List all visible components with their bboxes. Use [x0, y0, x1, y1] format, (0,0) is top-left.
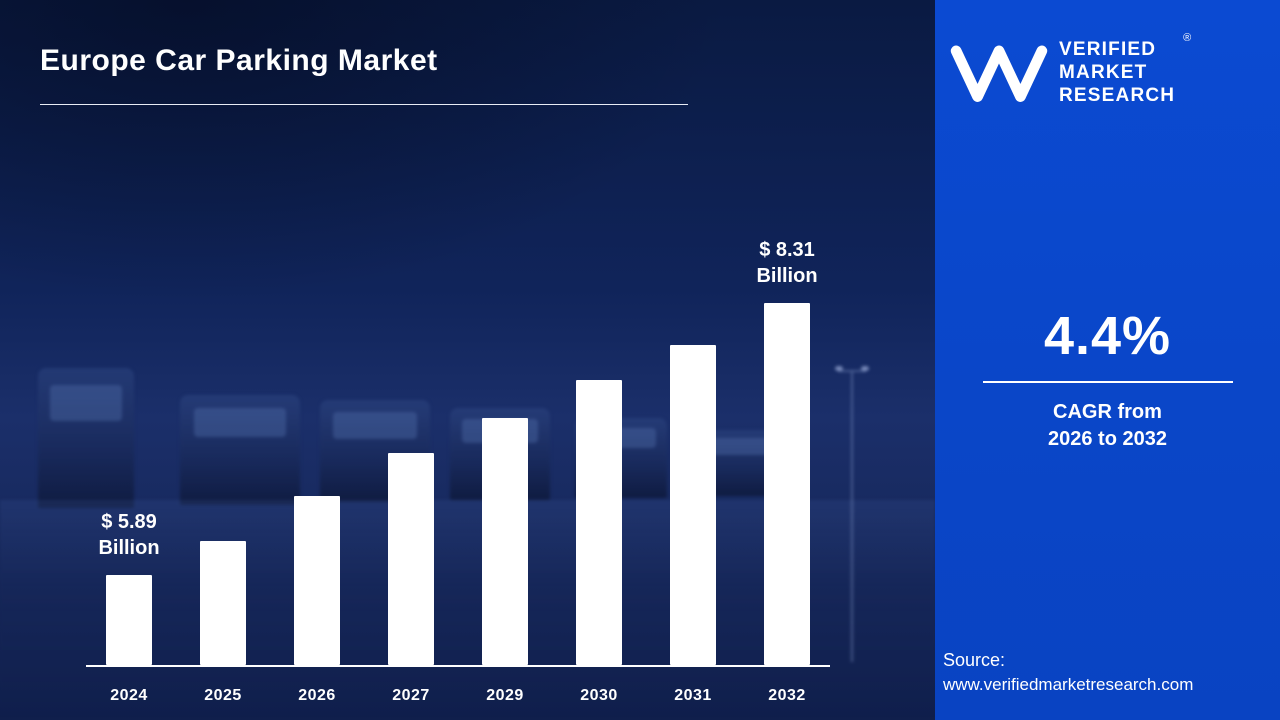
source-block: Source: www.verifiedmarketresearch.com: [943, 647, 1193, 698]
street-lamp: [861, 366, 869, 371]
brand-line-2: MARKET: [1059, 62, 1148, 84]
brand-name: ® VERIFIED MARKET RESEARCH: [1059, 32, 1191, 108]
value-label: $ 5.89 Billion: [98, 511, 160, 559]
bar-group: $ 8.31 Billion 2032: [740, 230, 834, 704]
bar-chart: $ 5.89 Billion 2024 2025 2026 2027 2029 2030 20…: [82, 230, 834, 704]
registered-mark: ®: [1183, 32, 1192, 44]
brand-logo: ® VERIFIED MARKET RESEARCH: [949, 32, 1191, 108]
bar-group: 2026: [270, 230, 364, 704]
x-axis-label: 2029: [486, 687, 524, 704]
bar-group: 2030: [552, 230, 646, 704]
x-axis-label: 2024: [110, 687, 148, 704]
x-axis-label: 2032: [768, 687, 806, 704]
bar-group: $ 5.89 Billion 2024: [82, 230, 176, 704]
cagr-caption: CAGR from 2026 to 2032: [1048, 401, 1167, 450]
bar-2027: [388, 453, 434, 665]
chart-section: Europe Car Parking Market $ 5.89 Billion…: [0, 0, 935, 720]
bar-2031: [670, 345, 716, 665]
source-label: Source:: [943, 650, 1006, 671]
bar-2030: [576, 380, 622, 665]
street-light-silhouette: [851, 372, 853, 662]
x-axis-label: 2030: [580, 687, 618, 704]
cagr-value: 4.4%: [1043, 306, 1172, 366]
street-light-arm: [838, 370, 866, 372]
street-lamp: [835, 366, 843, 371]
x-axis-label: 2027: [392, 687, 430, 704]
bar-group: 2027: [364, 230, 458, 704]
bar-2024: [106, 575, 152, 665]
bar-2032: [764, 303, 810, 665]
source-url[interactable]: www.verifiedmarketresearch.com: [943, 675, 1194, 695]
x-axis-label: 2025: [204, 687, 242, 704]
brand-line-1: VERIFIED: [1059, 39, 1157, 60]
bar-2026: [294, 496, 340, 665]
x-axis-label: 2031: [674, 687, 712, 704]
x-axis-label: 2026: [298, 687, 336, 704]
bar-group: 2031: [646, 230, 740, 704]
x-axis-line: [86, 665, 830, 667]
page-title: Europe Car Parking Market: [40, 44, 438, 77]
value-label: $ 8.31 Billion: [756, 239, 818, 287]
bar-group: 2025: [176, 230, 270, 704]
bar-2029: [482, 418, 528, 665]
brand-line-3: RESEARCH: [1059, 85, 1176, 107]
stat-underline: [982, 381, 1233, 383]
cagr-stat: 4.4% CAGR from 2026 to 2032: [935, 305, 1280, 453]
title-underline: [40, 104, 688, 105]
info-panel: ® VERIFIED MARKET RESEARCH 4.4% CAGR fro…: [935, 0, 1280, 720]
bar-2025: [200, 541, 246, 665]
vmr-logo-icon: [950, 45, 1048, 102]
bar-group: 2029: [458, 230, 552, 704]
